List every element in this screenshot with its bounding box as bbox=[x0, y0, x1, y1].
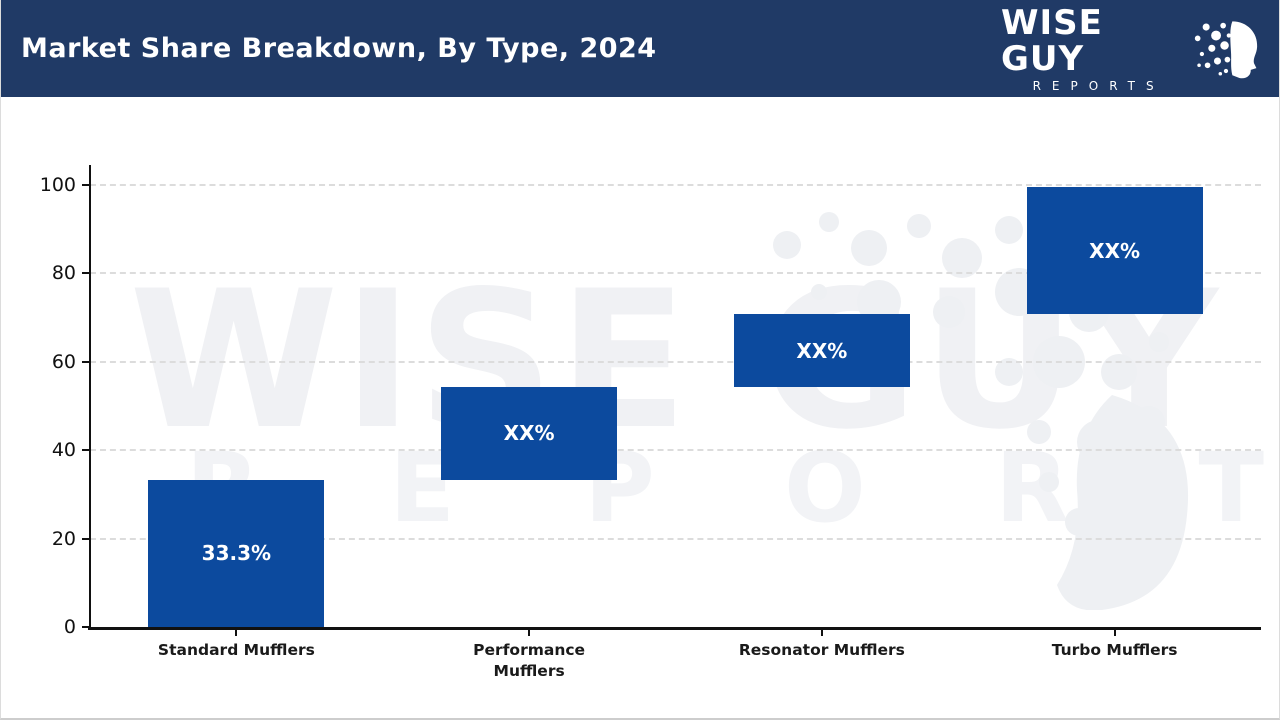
wise-guy-reports-logo: WISE GUY REPORTS bbox=[1001, 5, 1263, 93]
bar-value-label: 33.3% bbox=[201, 541, 272, 566]
y-tick-40 bbox=[82, 449, 90, 452]
bar-resonator-mufflers: XX% bbox=[733, 314, 910, 387]
gridline-60 bbox=[90, 360, 1261, 363]
x-category-label-4: Turbo Mufflers bbox=[1051, 641, 1178, 659]
logo-wordmark: WISE GUY bbox=[1001, 3, 1103, 79]
logo-text: WISE GUY REPORTS bbox=[1001, 5, 1190, 93]
x-tick-3 bbox=[820, 627, 823, 636]
bar-performance-mufflers: XX% bbox=[441, 386, 618, 480]
y-tick-60 bbox=[82, 360, 90, 363]
bar-value-label: XX% bbox=[1089, 238, 1141, 263]
header-bar: Market Share Breakdown, By Type, 2024 WI… bbox=[1, 0, 1279, 97]
gridline-80 bbox=[90, 272, 1261, 275]
bar-standard-mufflers: 33.3% bbox=[148, 479, 325, 627]
bar-turbo-mufflers: XX% bbox=[1026, 187, 1203, 315]
chart-title: Market Share Breakdown, By Type, 2024 bbox=[21, 33, 657, 64]
logo-face-icon bbox=[1195, 21, 1258, 79]
y-tick-label-80: 80 bbox=[51, 262, 76, 285]
y-tick-label-0: 0 bbox=[63, 616, 76, 638]
x-axis-line bbox=[88, 627, 1261, 630]
x-category-label-3: Resonator Mufflers bbox=[738, 641, 905, 659]
x-tick-4 bbox=[1113, 627, 1116, 636]
x-category-label-1: Standard Mufflers bbox=[157, 641, 315, 659]
y-tick-100 bbox=[82, 184, 90, 186]
x-tick-2 bbox=[528, 627, 531, 636]
x-tick-1 bbox=[235, 627, 238, 636]
gridline-100 bbox=[90, 184, 1261, 186]
y-tick-label-60: 60 bbox=[51, 350, 76, 373]
gridline-40 bbox=[90, 449, 1261, 452]
bar-value-label: XX% bbox=[503, 421, 555, 446]
logo-subtitle: REPORTS bbox=[1032, 79, 1165, 93]
gridline-20 bbox=[90, 537, 1261, 540]
y-tick-label-40: 40 bbox=[51, 439, 76, 462]
x-category-label-2: Performance Mufflers bbox=[473, 641, 586, 680]
y-tick-0 bbox=[82, 626, 90, 628]
y-tick-20 bbox=[82, 537, 90, 540]
y-tick-label-20: 20 bbox=[51, 527, 76, 550]
y-axis-line bbox=[89, 165, 91, 629]
bar-value-label: XX% bbox=[796, 338, 848, 363]
y-tick-label-100: 100 bbox=[39, 174, 76, 196]
y-tick-80 bbox=[82, 272, 90, 275]
